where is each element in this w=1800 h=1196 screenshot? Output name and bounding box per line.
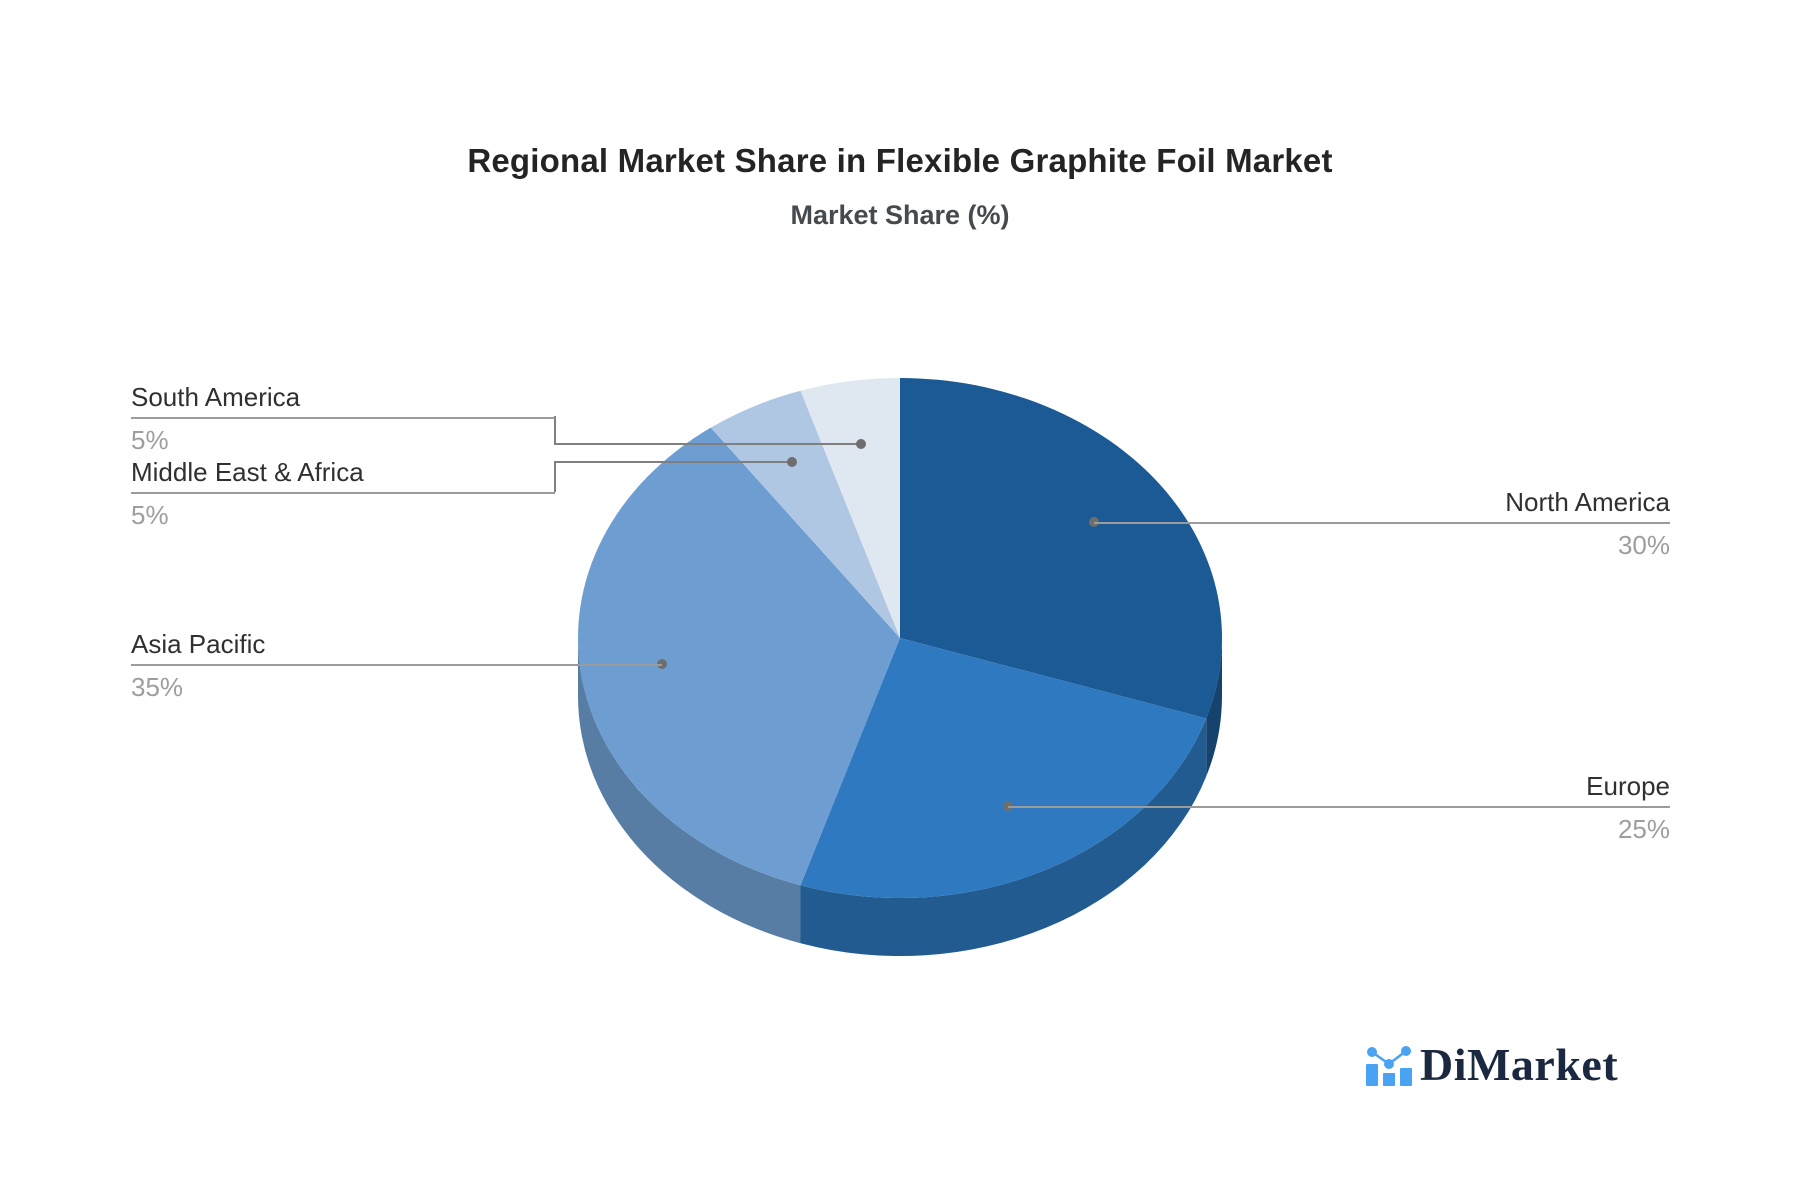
callout-middle-east-africa: Middle East & Africa 5%	[131, 456, 555, 530]
leader-line-middle-east-africa	[554, 461, 792, 492]
leader-line-south-america	[554, 416, 861, 445]
pie-slice-middle-east-africa[interactable]	[710, 390, 900, 638]
slice-label: North America	[1094, 486, 1670, 524]
callout-north-america: North America 30%	[1094, 486, 1670, 560]
brand-logo: DiMarket	[1366, 1039, 1619, 1090]
callout-europe: Europe 25%	[1008, 770, 1670, 844]
pie-slice-asia-pacific[interactable]	[578, 427, 900, 886]
leader-dot-south-america	[856, 439, 866, 449]
slice-label: Europe	[1008, 770, 1670, 808]
slice-label: Asia Pacific	[131, 628, 662, 666]
pie-slice-side-asia-pacific	[578, 638, 801, 944]
slice-value: 35%	[131, 672, 184, 702]
slice-value: 25%	[1617, 814, 1670, 844]
brand-name: DiMarket	[1420, 1039, 1619, 1090]
pie-slice-europe[interactable]	[800, 638, 1207, 898]
leader-dot-middle-east-africa	[787, 457, 797, 467]
slice-value: 5%	[131, 500, 169, 530]
bar-chart-trend-icon	[1366, 1046, 1412, 1086]
slice-label: Middle East & Africa	[131, 456, 555, 494]
slice-label: South America	[131, 381, 555, 419]
pie-slice-side-north-america	[1206, 638, 1222, 777]
chart-title: Regional Market Share in Flexible Graphi…	[467, 142, 1333, 179]
callout-south-america: South America 5%	[131, 381, 555, 455]
pie-slice-side-europe	[800, 718, 1207, 956]
leader-dot-asia-pacific	[657, 659, 667, 669]
chart-subtitle: Market Share (%)	[790, 200, 1010, 230]
slice-value: 30%	[1617, 530, 1670, 560]
callout-asia-pacific: Asia Pacific 35%	[131, 628, 662, 702]
slice-value: 5%	[131, 425, 169, 455]
pie-slice-north-america[interactable]	[900, 378, 1222, 719]
